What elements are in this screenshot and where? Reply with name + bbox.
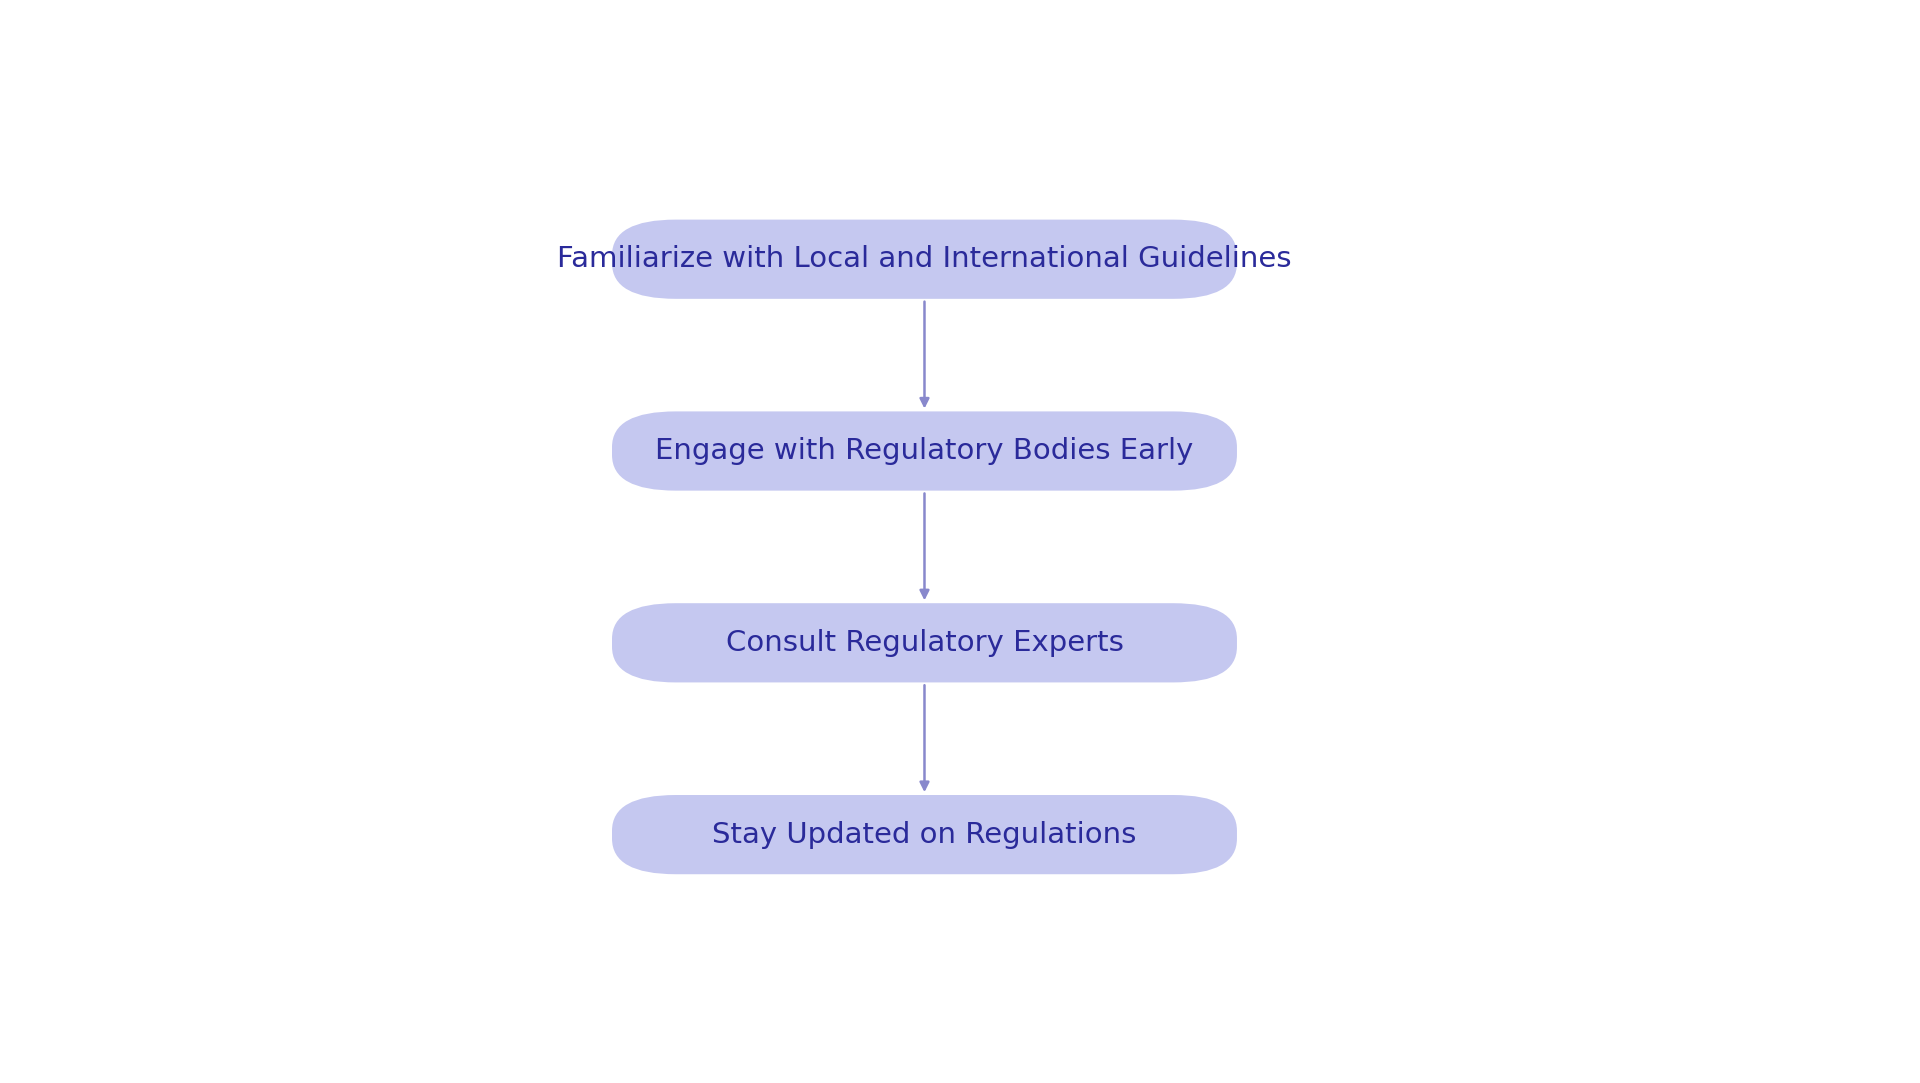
Text: Consult Regulatory Experts: Consult Regulatory Experts: [726, 629, 1123, 656]
FancyBboxPatch shape: [612, 795, 1236, 874]
Text: Engage with Regulatory Bodies Early: Engage with Regulatory Bodies Early: [655, 438, 1194, 465]
FancyBboxPatch shape: [612, 412, 1236, 491]
FancyBboxPatch shape: [612, 220, 1236, 299]
Text: Stay Updated on Regulations: Stay Updated on Regulations: [712, 821, 1137, 849]
FancyBboxPatch shape: [612, 603, 1236, 682]
Text: Familiarize with Local and International Guidelines: Familiarize with Local and International…: [557, 245, 1292, 273]
